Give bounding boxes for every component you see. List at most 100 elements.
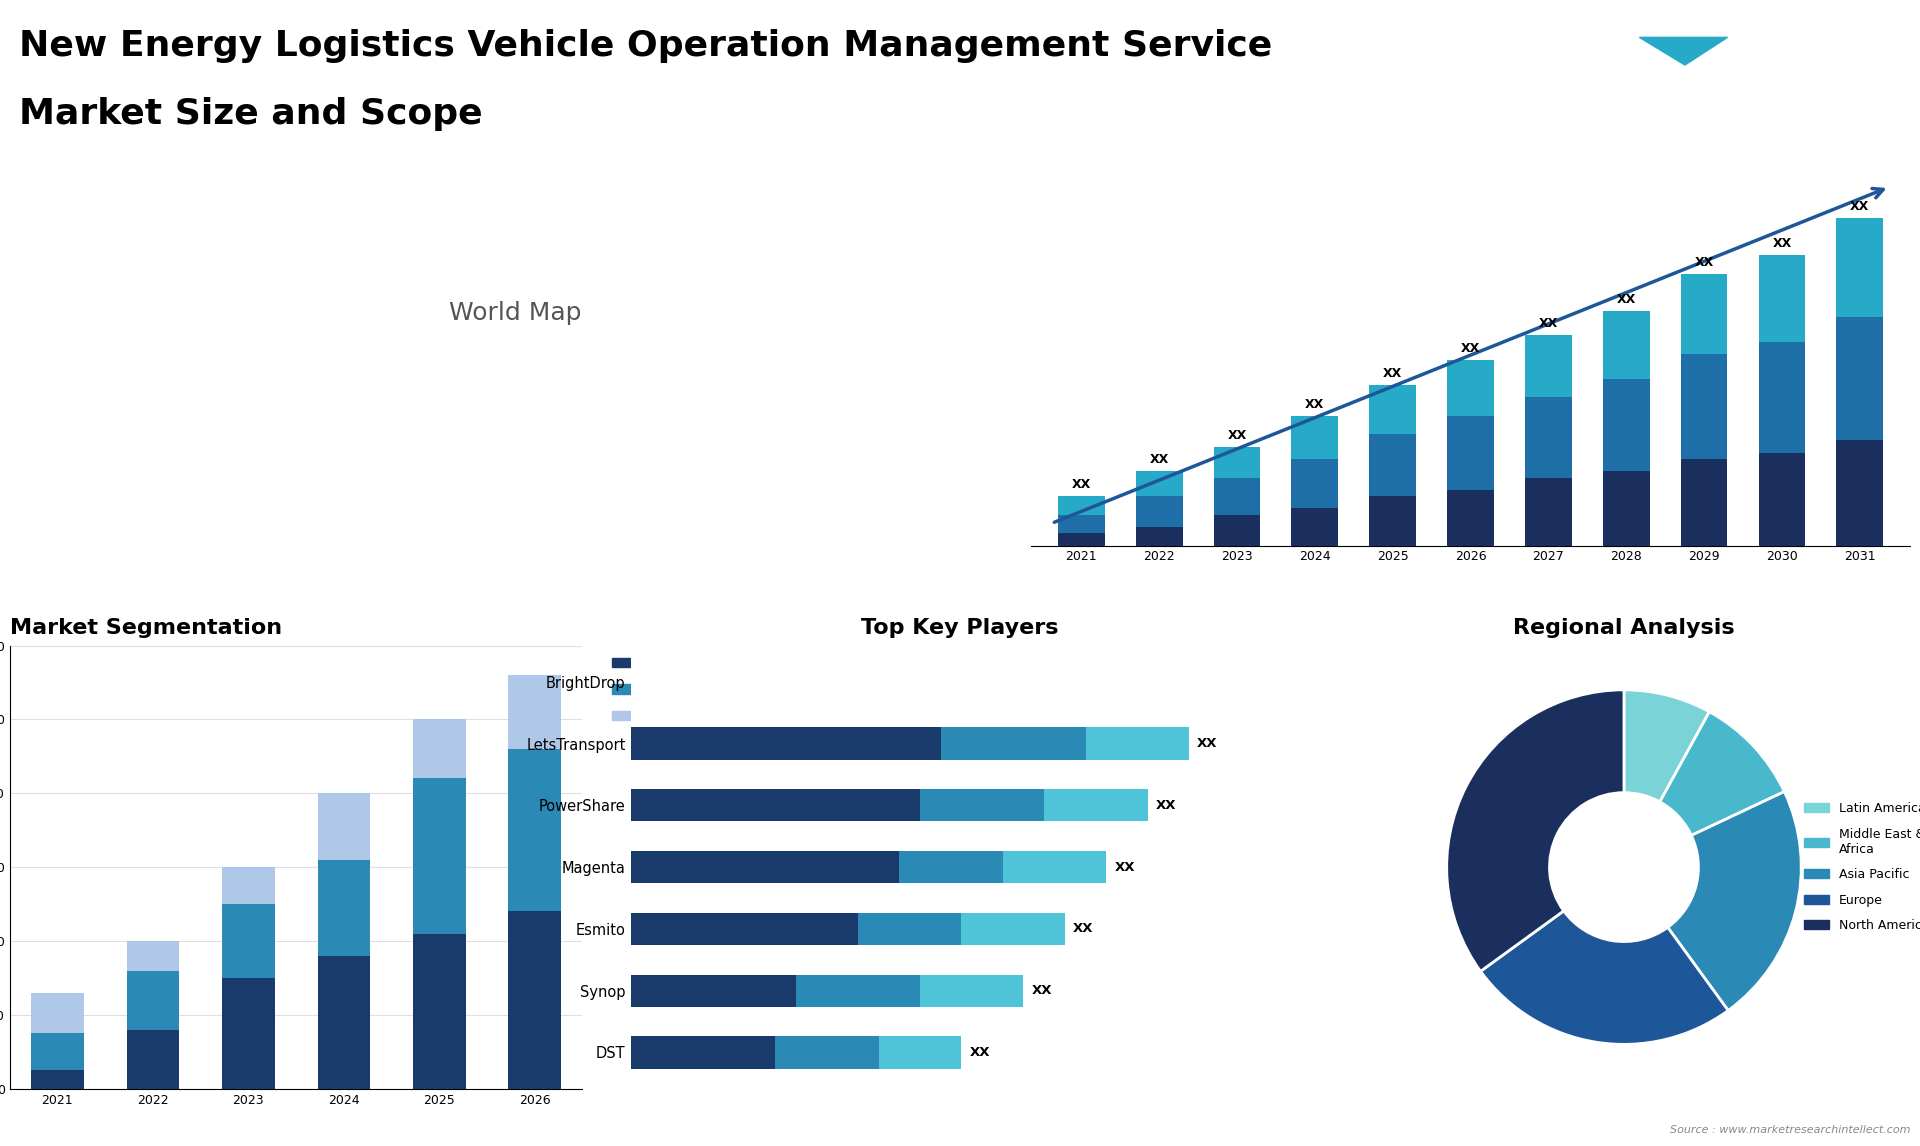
Bar — [630, 974, 797, 1006]
Bar — [1044, 790, 1148, 822]
Text: XX: XX — [1198, 737, 1217, 749]
Bar — [1448, 360, 1494, 416]
Bar — [509, 749, 561, 911]
Wedge shape — [1659, 712, 1784, 835]
Bar — [1058, 533, 1104, 545]
Bar — [1680, 460, 1728, 545]
Text: XX: XX — [1461, 343, 1480, 355]
Bar — [1137, 496, 1183, 527]
Bar — [127, 941, 179, 971]
Bar — [223, 978, 275, 1089]
Bar — [962, 913, 1066, 945]
Text: XX: XX — [1772, 237, 1791, 250]
Bar — [31, 1034, 84, 1070]
Bar — [317, 860, 371, 956]
Bar — [630, 1036, 776, 1068]
Bar — [1603, 311, 1649, 378]
Text: MARKET
RESEARCH
INTELLECT: MARKET RESEARCH INTELLECT — [1772, 66, 1826, 100]
Bar — [1058, 515, 1104, 533]
Bar — [1448, 490, 1494, 545]
Bar — [1058, 496, 1104, 515]
Text: XX: XX — [1695, 256, 1715, 268]
Bar — [1603, 378, 1649, 471]
Bar — [31, 1070, 84, 1089]
Bar — [920, 790, 1044, 822]
Bar — [413, 778, 465, 934]
Wedge shape — [1668, 792, 1801, 1011]
Text: XX: XX — [1156, 799, 1177, 811]
Bar — [223, 904, 275, 978]
Bar — [1292, 509, 1338, 545]
Bar — [1369, 434, 1417, 496]
Bar — [127, 1029, 179, 1089]
Bar — [413, 720, 465, 778]
Wedge shape — [1446, 690, 1624, 972]
Bar — [1292, 460, 1338, 509]
Bar — [1085, 728, 1188, 760]
Bar — [1759, 254, 1805, 342]
Bar — [317, 956, 371, 1089]
Text: XX: XX — [1851, 199, 1870, 213]
Bar — [797, 974, 920, 1006]
Text: XX: XX — [1031, 984, 1052, 997]
Bar — [920, 974, 1023, 1006]
Polygon shape — [1640, 38, 1728, 65]
Bar — [1002, 851, 1106, 884]
Text: XX: XX — [1073, 923, 1094, 935]
Bar — [1836, 316, 1884, 440]
Legend: Latin America, Middle East &
Africa, Asia Pacific, Europe, North America: Latin America, Middle East & Africa, Asi… — [1799, 798, 1920, 937]
Text: Market Size and Scope: Market Size and Scope — [19, 97, 482, 132]
Bar — [941, 728, 1085, 760]
Text: New Energy Logistics Vehicle Operation Management Service: New Energy Logistics Vehicle Operation M… — [19, 29, 1273, 63]
Bar — [1292, 416, 1338, 460]
Text: XX: XX — [1306, 398, 1325, 410]
Bar — [630, 851, 899, 884]
Bar — [1369, 385, 1417, 434]
Bar — [1836, 218, 1884, 316]
Bar — [509, 675, 561, 749]
Bar — [1524, 336, 1572, 398]
Text: XX: XX — [1538, 317, 1557, 330]
Bar — [879, 1036, 962, 1068]
Bar — [630, 913, 858, 945]
Bar — [1524, 478, 1572, 545]
Title: Top Key Players: Top Key Players — [862, 619, 1058, 638]
Bar — [1759, 453, 1805, 545]
Text: XX: XX — [1382, 367, 1402, 379]
Bar — [1603, 471, 1649, 545]
Bar — [1137, 471, 1183, 496]
Text: XX: XX — [1071, 478, 1091, 492]
Bar — [1137, 527, 1183, 545]
Text: Source : www.marketresearchintellect.com: Source : www.marketresearchintellect.com — [1670, 1124, 1910, 1135]
Wedge shape — [1624, 690, 1709, 802]
Bar — [1836, 440, 1884, 545]
Text: XX: XX — [970, 1046, 991, 1059]
Bar — [630, 790, 920, 822]
Bar — [1524, 398, 1572, 478]
Bar — [31, 992, 84, 1034]
Bar — [1369, 496, 1417, 545]
Text: World Map: World Map — [449, 301, 582, 325]
Bar — [1448, 416, 1494, 490]
Bar — [1680, 274, 1728, 354]
Bar — [223, 868, 275, 904]
Text: XX: XX — [1227, 429, 1246, 441]
Bar — [1213, 515, 1260, 545]
Legend: Type, Application, Geography: Type, Application, Geography — [607, 652, 728, 728]
Bar — [509, 911, 561, 1089]
Bar — [899, 851, 1002, 884]
Text: XX: XX — [1617, 292, 1636, 306]
Bar — [630, 728, 941, 760]
Bar — [1213, 478, 1260, 515]
Bar — [127, 971, 179, 1029]
Bar — [858, 913, 962, 945]
Bar — [776, 1036, 879, 1068]
Bar — [413, 934, 465, 1089]
Bar — [317, 793, 371, 860]
Bar — [1213, 447, 1260, 478]
Text: XX: XX — [1150, 454, 1169, 466]
Bar — [1759, 342, 1805, 453]
Title: Regional Analysis: Regional Analysis — [1513, 619, 1736, 638]
Text: XX: XX — [1114, 861, 1135, 873]
Text: Market Segmentation: Market Segmentation — [10, 619, 282, 638]
